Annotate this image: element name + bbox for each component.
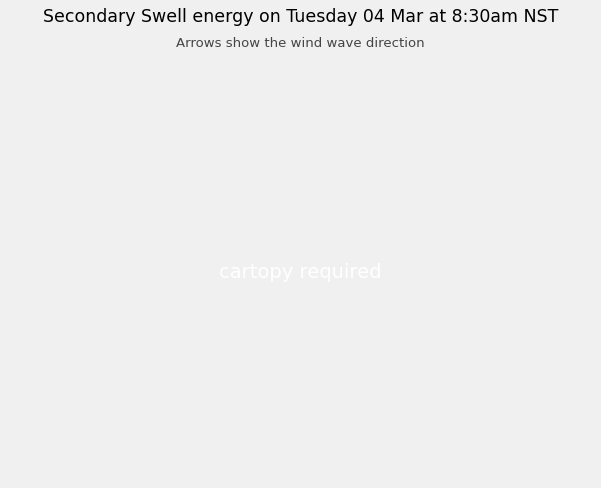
Text: cartopy required: cartopy required <box>219 263 382 282</box>
Text: Arrows show the wind wave direction: Arrows show the wind wave direction <box>176 37 425 50</box>
Text: Secondary Swell energy on Tuesday 04 Mar at 8:30am NST: Secondary Swell energy on Tuesday 04 Mar… <box>43 8 558 26</box>
